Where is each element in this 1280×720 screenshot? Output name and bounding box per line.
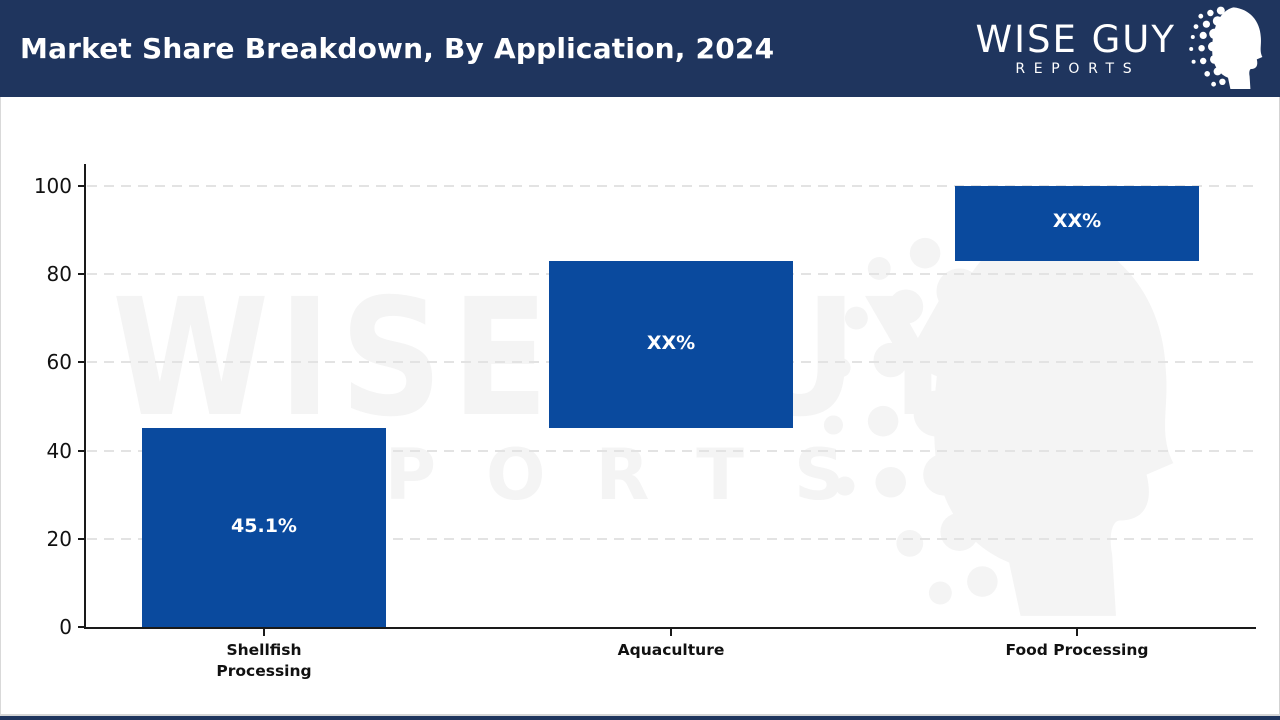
gridline-20 bbox=[87, 537, 1253, 540]
y-tick-100 bbox=[78, 185, 85, 187]
bar-1 bbox=[142, 428, 386, 627]
logo-subtitle: REPORTS bbox=[1015, 60, 1141, 77]
x-category-label-1: Shellfish Processing bbox=[216, 641, 312, 680]
x-tick-1 bbox=[263, 629, 265, 636]
logo-text: WISE GUY REPORTS bbox=[976, 21, 1176, 77]
footer-bar bbox=[0, 716, 1280, 720]
bar-2 bbox=[549, 260, 793, 429]
y-axis-line bbox=[84, 164, 86, 629]
gridline-100 bbox=[87, 185, 1253, 187]
logo-wordmark: WISE GUY bbox=[975, 17, 1176, 61]
wiseguy-head-icon bbox=[1189, 6, 1263, 89]
bar-3 bbox=[955, 186, 1199, 261]
gridline-40 bbox=[87, 449, 1253, 452]
x-category-label-2: Aquaculture bbox=[617, 641, 725, 659]
watermark-wordmark: WISE GUY bbox=[112, 265, 979, 453]
bar-value-label-3: XX% bbox=[1052, 210, 1102, 233]
bar-value-label-1: 45.1% bbox=[231, 514, 297, 537]
y-tick-20 bbox=[78, 537, 85, 540]
y-tick-label-20: 20 bbox=[46, 526, 72, 551]
x-category-label-3: Food Processing bbox=[1005, 641, 1149, 659]
watermark-head-icon bbox=[823, 222, 1174, 616]
bar-value-label-2: XX% bbox=[646, 331, 696, 354]
y-tick-40 bbox=[78, 449, 85, 452]
x-axis-line bbox=[84, 627, 1256, 629]
header: Market Share Breakdown, By Application, … bbox=[0, 0, 1280, 97]
y-tick-label-40: 40 bbox=[46, 438, 72, 463]
x-tick-3 bbox=[1076, 629, 1078, 636]
y-tick-label-80: 80 bbox=[46, 262, 72, 287]
y-tick-label-100: 100 bbox=[33, 174, 72, 198]
page-title: Market Share Breakdown, By Application, … bbox=[20, 32, 775, 65]
bottom-border-line bbox=[0, 714, 1280, 716]
wiseguy-logo: WISE GUY REPORTS bbox=[976, 5, 1266, 93]
y-tick-0 bbox=[78, 626, 85, 628]
y-tick-80 bbox=[78, 273, 85, 276]
x-tick-2 bbox=[670, 629, 672, 636]
y-tick-label-0: 0 bbox=[59, 615, 72, 639]
y-tick-label-60: 60 bbox=[46, 350, 72, 375]
y-tick-60 bbox=[78, 361, 85, 364]
